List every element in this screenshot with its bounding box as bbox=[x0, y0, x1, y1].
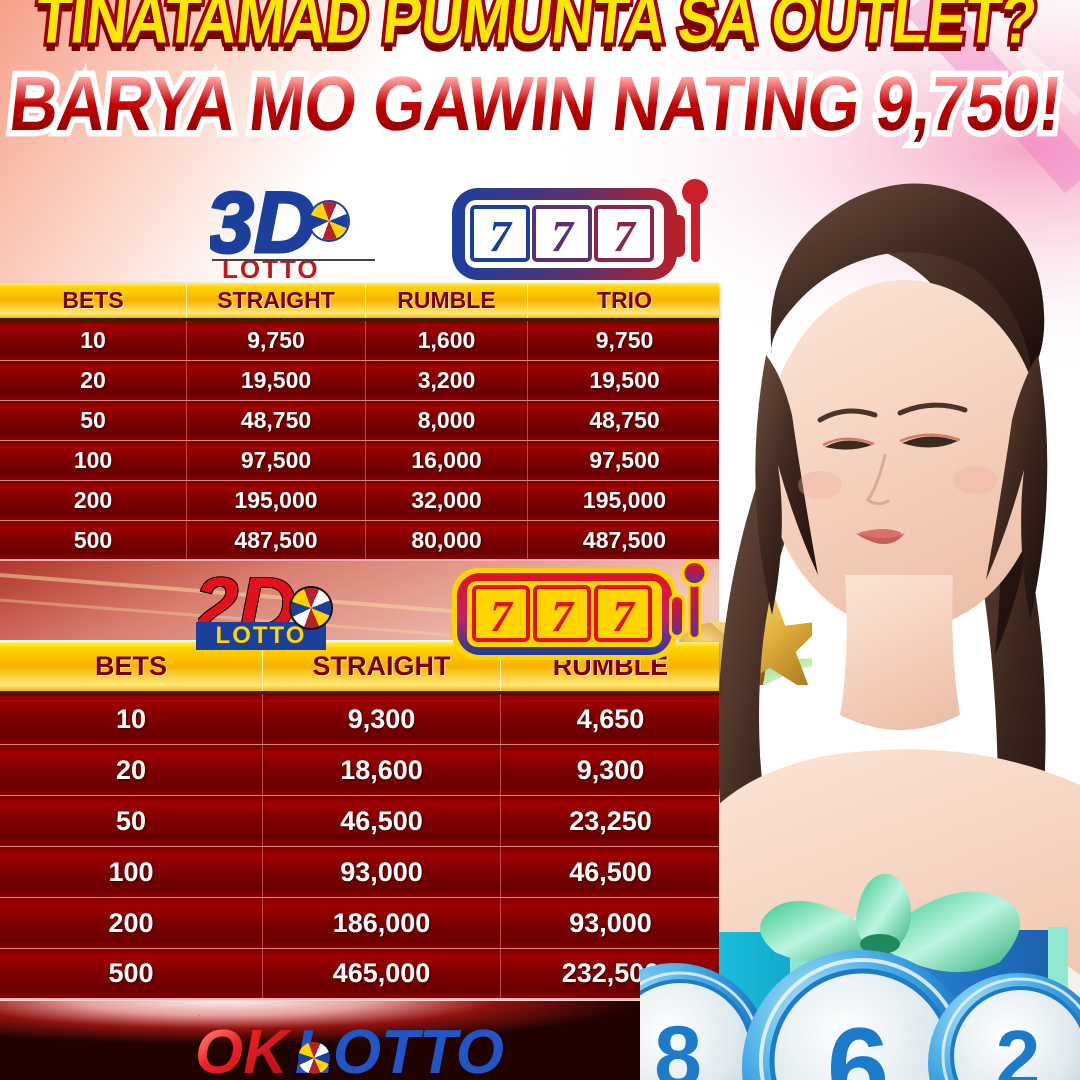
svg-text:7: 7 bbox=[490, 592, 514, 641]
svg-text:2: 2 bbox=[996, 1014, 1041, 1080]
svg-text:7: 7 bbox=[613, 212, 637, 261]
svg-text:6: 6 bbox=[827, 1005, 889, 1080]
svg-text:7: 7 bbox=[551, 592, 575, 641]
svg-text:LOTTO: LOTTO bbox=[222, 254, 320, 278]
svg-text:7: 7 bbox=[489, 212, 513, 261]
svg-text:7: 7 bbox=[612, 592, 636, 641]
svg-text:7: 7 bbox=[551, 212, 575, 261]
svg-text:8: 8 bbox=[654, 1009, 702, 1080]
svg-text:OK: OK bbox=[195, 1018, 292, 1080]
